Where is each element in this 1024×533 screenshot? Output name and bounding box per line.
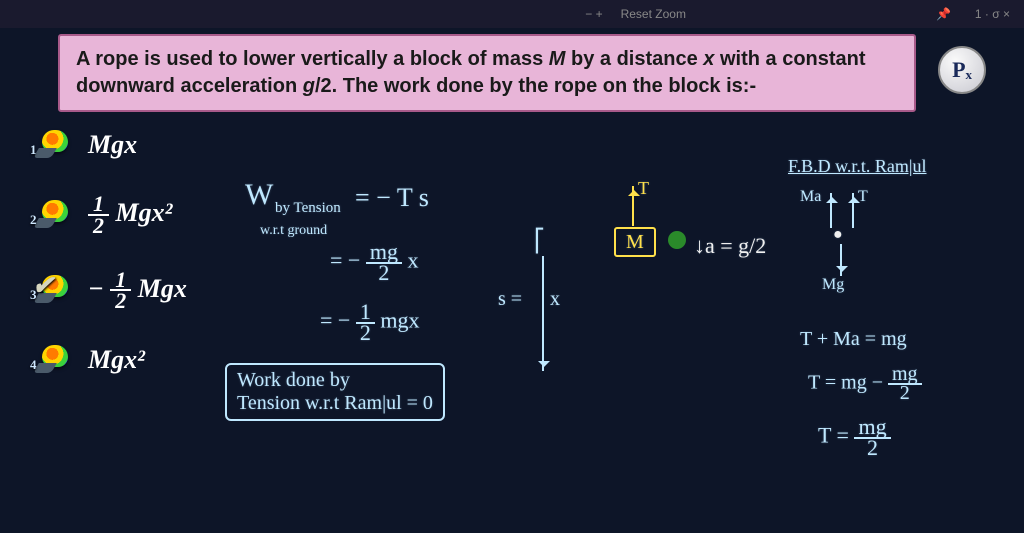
option-number: 3 xyxy=(30,287,37,303)
hand-accel: ↓a = g/2 xyxy=(694,233,766,258)
option-icon: ✔ 3 xyxy=(36,275,74,305)
hand-ma-label: Ma xyxy=(800,188,821,206)
var-m: M xyxy=(549,48,566,70)
hand-mg-label: Mg xyxy=(822,276,844,294)
hand-eq1: T + Ma = mg xyxy=(800,328,907,351)
hand-eq2: T = mg − mg2 xyxy=(808,366,922,402)
fbd-dot-icon: ● xyxy=(833,226,843,244)
window-titlebar: − + Reset Zoom 📌 1 · σ × xyxy=(0,0,1024,28)
option-icon: 4 xyxy=(36,345,74,375)
question-text: /2. The work done by the rope on the blo… xyxy=(315,75,756,97)
option-label: − 12 Mgx xyxy=(88,270,187,312)
hand-t2-label: T xyxy=(858,188,868,206)
zoom-controls[interactable]: − + xyxy=(579,7,608,21)
option-icon: 1 xyxy=(36,130,74,160)
option-label: 12 Mgx² xyxy=(88,194,172,236)
option-icon: 2 xyxy=(36,200,74,230)
slide-area: A rope is used to lower vertically a blo… xyxy=(0,28,1024,533)
option-number: 2 xyxy=(30,212,37,228)
option-label: Mgx² xyxy=(88,345,145,375)
option-number: 1 xyxy=(30,142,37,158)
green-ball-icon xyxy=(668,231,686,254)
option-number: 4 xyxy=(30,357,37,373)
hand-w-sub: by Tension xyxy=(275,200,341,217)
hand-t-label: T xyxy=(638,178,649,199)
ma-arrow-icon xyxy=(830,193,832,228)
hand-fbd-title: F.B.D w.r.t. Ram|ul xyxy=(788,156,927,177)
var-x: x xyxy=(703,48,714,70)
hand-w-eq: = − T s xyxy=(355,183,429,213)
hand-s-value: x xyxy=(550,288,560,311)
hand-line2: = − mg2 x xyxy=(330,243,418,282)
tension-arrow-icon xyxy=(632,186,634,226)
var-g: g xyxy=(303,75,315,97)
window-controls[interactable]: 1 · σ × xyxy=(969,7,1016,21)
question-box: A rope is used to lower vertically a blo… xyxy=(58,34,916,112)
hand-line3: = − 12 mgx xyxy=(320,303,419,342)
zoom-label: Reset Zoom xyxy=(621,7,686,21)
hand-w-note: w.r.t ground xyxy=(260,223,327,239)
hand-s-label: s = xyxy=(498,288,522,311)
hand-s-bracket: ⎡ xyxy=(534,228,545,253)
t-arrow-icon xyxy=(852,193,854,228)
pin-icon[interactable]: 📌 xyxy=(930,7,957,21)
option-label: Mgx xyxy=(88,130,137,160)
question-text: A rope is used to lower vertically a blo… xyxy=(76,48,549,70)
mg-arrow-icon xyxy=(840,244,842,276)
source-badge: Pₓ xyxy=(938,46,986,94)
hand-box: Work done by Tension w.r.t Ram|ul = 0 xyxy=(225,363,445,421)
question-text: by a distance xyxy=(565,48,703,70)
hand-w-symbol: W xyxy=(245,178,273,213)
displacement-arrow-icon xyxy=(542,256,544,371)
block-m: M xyxy=(614,228,656,254)
hand-eq3: T = mg2 xyxy=(818,418,891,457)
